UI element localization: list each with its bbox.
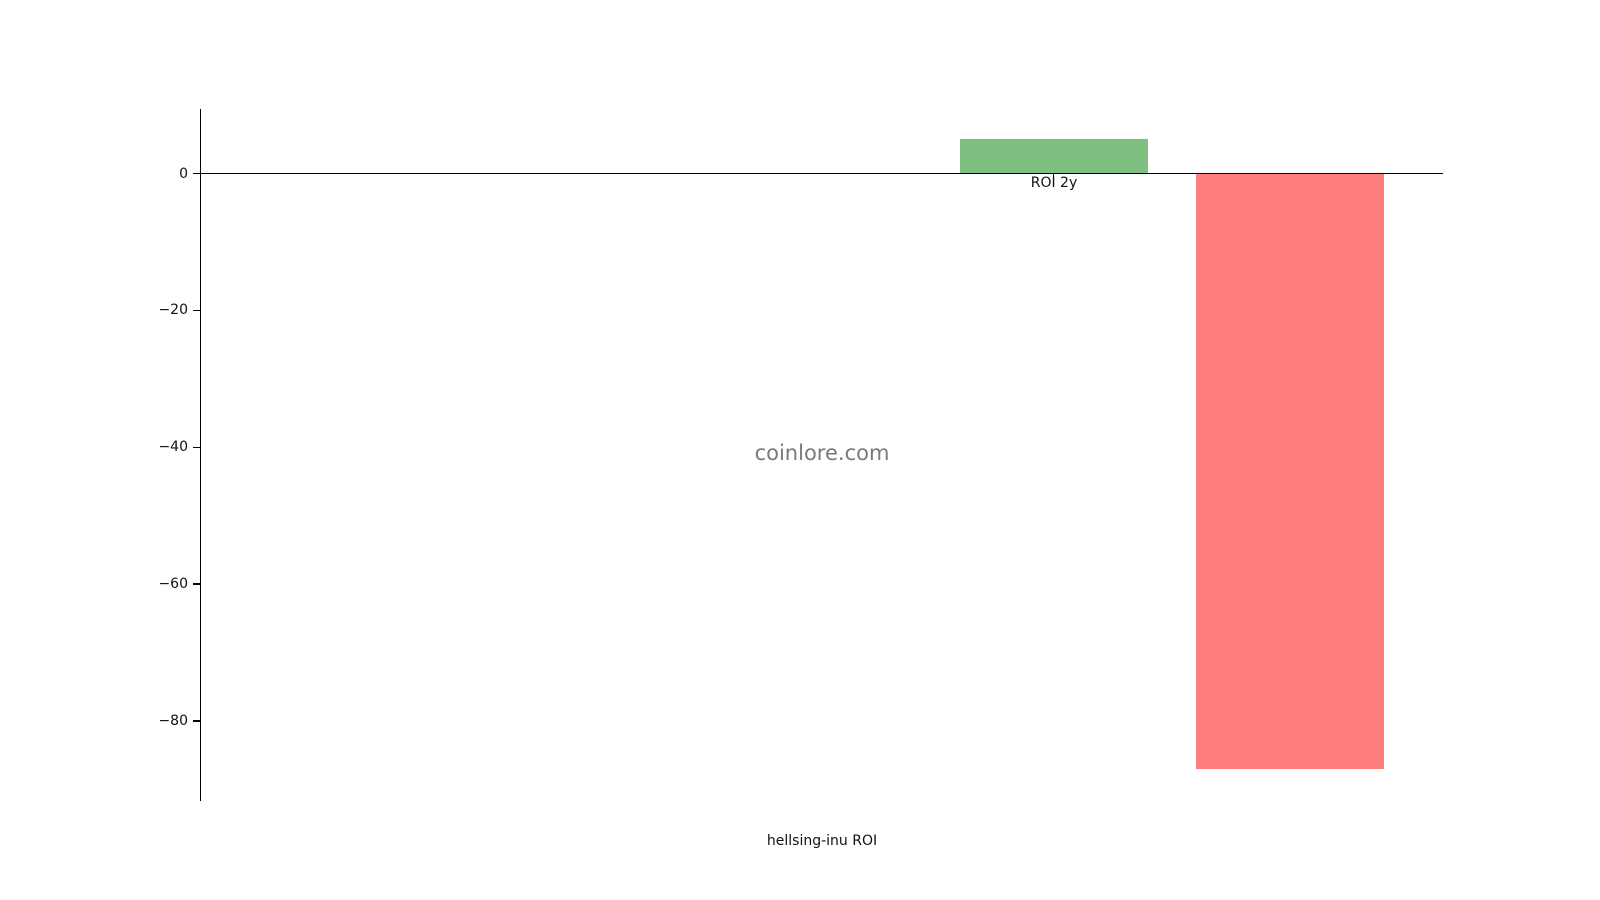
positive-bar bbox=[960, 139, 1148, 174]
zero-baseline bbox=[200, 173, 1443, 175]
y-tick-mark bbox=[193, 446, 200, 448]
chart-title: hellsing-inu ROI bbox=[766, 833, 878, 849]
y-tick-label: −20 bbox=[158, 302, 188, 319]
watermark: coinlore.com bbox=[754, 441, 890, 465]
y-tick-label: 0 bbox=[179, 165, 188, 182]
y-tick-label: −40 bbox=[158, 439, 188, 456]
y-tick-mark bbox=[193, 720, 200, 722]
y-axis-spine bbox=[200, 109, 202, 801]
y-tick-label: −80 bbox=[158, 713, 188, 730]
negative-bar bbox=[1196, 173, 1384, 769]
x-tick-label: ROI 2y bbox=[1030, 175, 1078, 191]
y-tick-mark bbox=[193, 172, 200, 175]
y-tick-mark bbox=[193, 309, 200, 312]
y-tick-mark bbox=[193, 583, 200, 585]
y-tick-label: −60 bbox=[158, 576, 188, 593]
x-tick-mark bbox=[1053, 173, 1055, 178]
